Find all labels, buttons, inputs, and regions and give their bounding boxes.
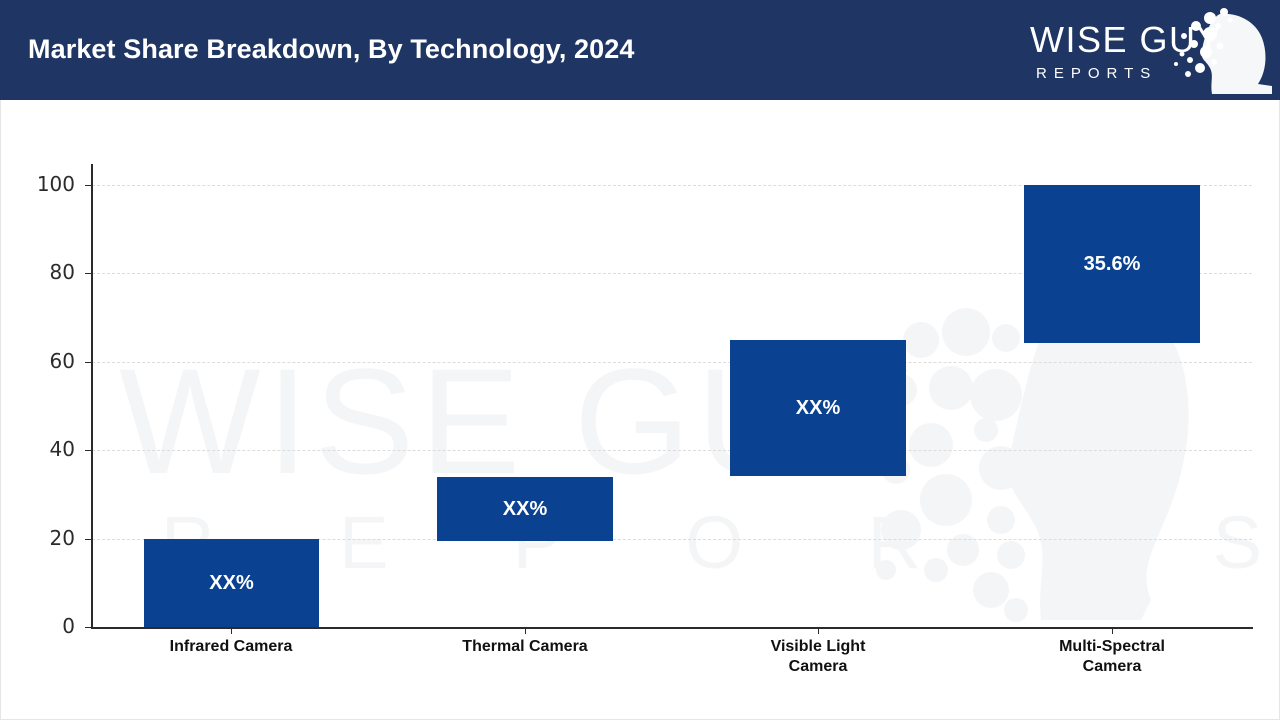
- x-tick-label-visible-light-camera: Visible Light Camera: [770, 638, 866, 675]
- svg-text:REPORTS: REPORTS: [1036, 65, 1157, 82]
- bar-label-infrared-camera: XX%: [209, 571, 254, 594]
- y-tick-mark-60: [85, 361, 92, 363]
- y-axis-line: [91, 164, 93, 628]
- y-tick-mark-80: [85, 273, 92, 275]
- bar-label-multi-spectral-camera: 35.6%: [1083, 252, 1141, 275]
- plot-area: [92, 185, 1252, 627]
- y-tick-label-40: 40: [49, 437, 75, 462]
- x-tick-label-infrared-camera: Infrared Camera: [169, 638, 293, 655]
- gridline-100: [92, 185, 1252, 186]
- gridline-40: [92, 450, 1252, 452]
- page-header: Market Share Breakdown, By Technology, 2…: [0, 0, 1280, 100]
- page-title: Market Share Breakdown, By Technology, 2…: [28, 34, 635, 64]
- y-tick-mark-0: [85, 627, 92, 628]
- x-tick-mark-multi-spectral-camera: [1112, 627, 1113, 634]
- y-tick-mark-20: [85, 538, 92, 540]
- x-tick-mark-infrared-camera: [231, 627, 232, 634]
- gridline-60: [92, 361, 1252, 363]
- y-tick-label-0: 0: [62, 614, 75, 638]
- bar-label-visible-light-camera: XX%: [795, 396, 841, 419]
- y-tick-label-20: 20: [49, 525, 75, 550]
- wise-guy-reports-logo: WISE GUY REPORTS: [1024, 6, 1272, 94]
- bar-visible-light-camera[interactable]: XX%: [730, 340, 906, 476]
- y-tick-label-60: 60: [49, 348, 75, 373]
- x-axis-line: [91, 627, 1253, 629]
- bar-multi-spectral-camera[interactable]: 35.6%: [1024, 185, 1200, 343]
- gridline-80: [92, 273, 1252, 275]
- y-tick-label-80: 80: [49, 260, 75, 285]
- bar-label-thermal-camera: XX%: [502, 497, 548, 520]
- x-tick-mark-visible-light-camera: [818, 627, 819, 634]
- chart-container: WISE GUY R E P O R T S: [0, 100, 1280, 720]
- bar-thermal-camera[interactable]: XX%: [437, 477, 613, 541]
- x-tick-mark-thermal-camera: [525, 627, 526, 634]
- svg-text:WISE GUY: WISE GUY: [1030, 19, 1222, 60]
- y-tick-mark-40: [85, 450, 92, 452]
- x-tick-label-multi-spectral-camera: Multi-Spectral Camera: [1059, 638, 1165, 675]
- bar-infrared-camera[interactable]: XX%: [144, 539, 319, 627]
- gridline-20: [92, 538, 1252, 540]
- y-tick-label-100: 100: [36, 172, 75, 196]
- y-tick-mark-100: [85, 185, 92, 186]
- x-tick-label-thermal-camera: Thermal Camera: [462, 638, 588, 655]
